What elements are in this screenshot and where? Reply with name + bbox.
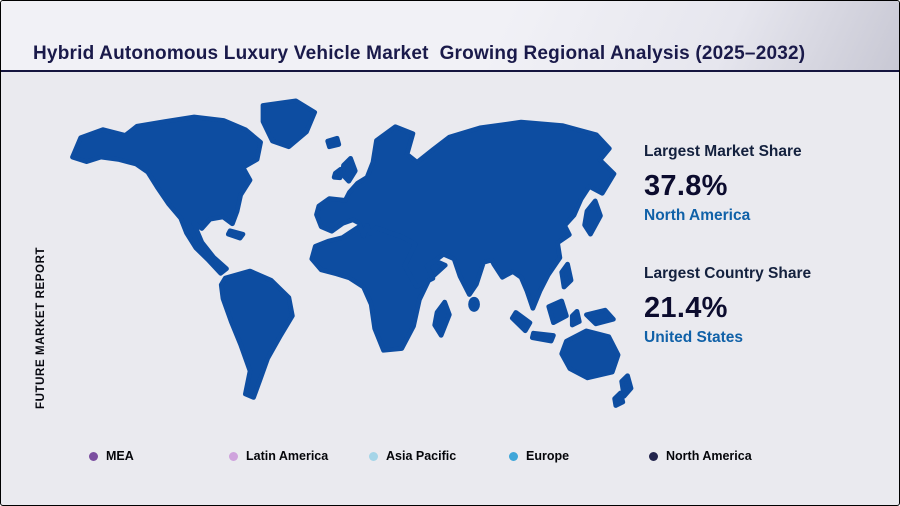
stat-value-market-share: 37.8%: [644, 170, 728, 202]
page-title: Hybrid Autonomous Luxury Vehicle Market …: [33, 43, 806, 64]
island-sulawesi: [569, 308, 582, 328]
island-borneo: [546, 298, 569, 326]
island-cuba: [225, 228, 246, 241]
legend-label-latin-america: Latin America: [246, 449, 329, 463]
continent-eurasia: [314, 119, 617, 311]
continent-north-america: [70, 114, 263, 276]
island-sumatra: [509, 310, 533, 334]
header-band: [1, 1, 899, 71]
island-sri-lanka: [468, 296, 480, 312]
header-divider: [1, 70, 899, 72]
island-japan: [582, 198, 603, 237]
stat-value-country-share: 21.4%: [644, 292, 728, 324]
continent-australia: [559, 328, 621, 381]
legend-dot-mea: [89, 451, 98, 461]
legend-dot-europe: [509, 451, 518, 461]
legend-dot-north-america: [649, 451, 658, 461]
stat-region-country-share: United States: [644, 329, 744, 346]
stat-label-country-share: Largest Country Share: [644, 265, 812, 282]
island-madagascar: [432, 299, 452, 338]
island-great-britain: [340, 156, 358, 184]
stats-panel: Largest Market Share 37.8% North America…: [644, 143, 884, 347]
island-new-guinea: [584, 307, 616, 327]
island-philippines: [559, 261, 574, 290]
brand-watermark: FUTURE MARKET REPORT: [35, 246, 47, 409]
legend-item-asia-pacific: Asia Pacific: [369, 449, 509, 463]
map-landmasses: [70, 98, 634, 408]
legend-label-asia-pacific: Asia Pacific: [386, 449, 457, 463]
legend-item-mea: MEA: [89, 449, 229, 463]
legend-item-north-america: North America: [649, 449, 789, 463]
continent-south-america: [218, 268, 295, 400]
island-ireland: [331, 166, 343, 181]
island-new-zealand-south: [612, 390, 626, 408]
legend-dot-latin-america: [229, 451, 238, 461]
world-map: [70, 98, 634, 408]
stat-region-market-share: North America: [644, 207, 751, 224]
legend-label-north-america: North America: [666, 449, 752, 463]
legend-item-europe: Europe: [509, 449, 649, 463]
legend-label-mea: MEA: [106, 449, 134, 463]
world-map-container: [56, 87, 644, 409]
stat-largest-country-share: Largest Country Share 21.4% United State…: [644, 265, 884, 347]
stat-label-market-share: Largest Market Share: [644, 143, 802, 160]
island-java: [529, 330, 556, 344]
legend-item-latin-america: Latin America: [229, 449, 369, 463]
island-iceland: [325, 135, 342, 150]
island-greenland: [260, 98, 318, 150]
stat-largest-market-share: Largest Market Share 37.8% North America: [644, 143, 884, 225]
legend-label-europe: Europe: [526, 449, 570, 463]
island-new-zealand-north: [619, 373, 634, 399]
legend-dot-asia-pacific: [369, 451, 378, 461]
legend: MEA Latin America Asia Pacific Europe No…: [89, 449, 789, 463]
